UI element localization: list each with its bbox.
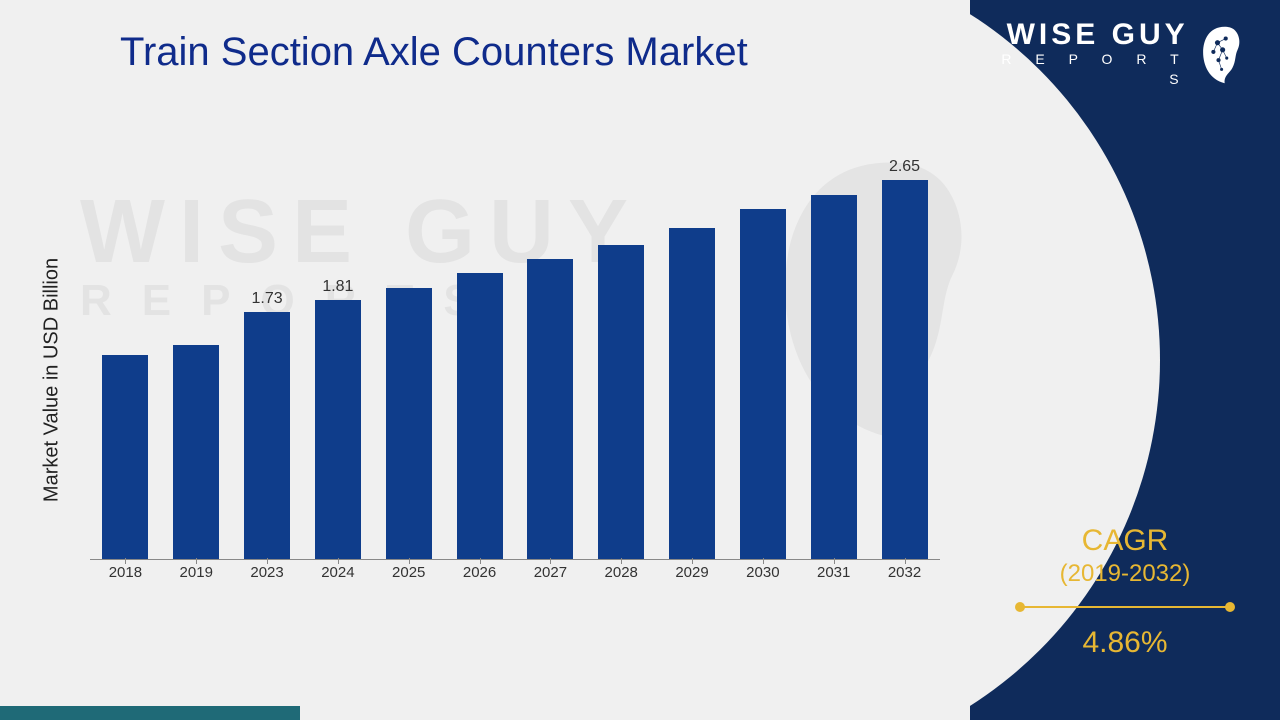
x-tick-label: 2027	[520, 564, 580, 581]
bar-column: 1.81	[308, 278, 368, 559]
cagr-range: (2019-2032)	[1010, 560, 1240, 588]
cagr-divider	[1020, 606, 1230, 608]
bar	[315, 300, 361, 559]
x-tick-label: 2018	[95, 564, 155, 581]
x-tick-label: 2026	[450, 564, 510, 581]
x-tick-label: 2023	[237, 564, 297, 581]
cagr-box: CAGR (2019-2032) 4.86%	[1010, 524, 1240, 660]
bar-column	[662, 206, 722, 559]
logo-sub-text: R E P O R T S	[1000, 50, 1189, 89]
chart-title: Train Section Axle Counters Market	[120, 30, 748, 75]
cagr-label: CAGR	[1010, 524, 1240, 558]
bar-column	[591, 223, 651, 559]
bar-column	[379, 266, 439, 559]
bar-value-label: 1.73	[251, 290, 282, 308]
bar	[598, 245, 644, 559]
x-tick-label: 2024	[308, 564, 368, 581]
brand-logo: WISE GUY R E P O R T S	[1000, 20, 1250, 90]
logo-main-text: WISE GUY	[1000, 20, 1189, 50]
bar	[882, 180, 928, 559]
bar-value-label: 2.65	[889, 158, 920, 176]
bar-column: 1.73	[237, 290, 297, 559]
bar-column	[520, 237, 580, 559]
bar	[811, 195, 857, 559]
bar	[102, 355, 148, 559]
logo-head-icon	[1199, 20, 1250, 90]
x-tick-label: 2028	[591, 564, 651, 581]
y-axis-label: Market Value in USD Billion	[41, 258, 64, 502]
bar	[386, 288, 432, 559]
x-tick-label: 2031	[804, 564, 864, 581]
x-tick-label: 2030	[733, 564, 793, 581]
bar	[244, 312, 290, 559]
bar	[457, 273, 503, 559]
footer-strip	[0, 706, 300, 720]
x-tick-label: 2032	[875, 564, 935, 581]
bar-column: 2.65	[875, 158, 935, 559]
bar-column	[733, 187, 793, 559]
bar-column	[804, 173, 864, 559]
bar-column	[450, 251, 510, 559]
x-tick-label: 2019	[166, 564, 226, 581]
bar-column	[166, 323, 226, 559]
plot-area: 1.73 1.81 2.65	[90, 160, 940, 560]
bar-chart: Market Value in USD Billion 1.73 1.81 2.65…	[40, 160, 940, 600]
bar	[527, 259, 573, 559]
cagr-value: 4.86%	[1010, 626, 1240, 660]
bar	[173, 345, 219, 559]
x-tick-label: 2029	[662, 564, 722, 581]
bar	[740, 209, 786, 559]
bar-column	[95, 333, 155, 559]
bar-value-label: 1.81	[322, 278, 353, 296]
bar	[669, 228, 715, 559]
x-tick-label: 2025	[379, 564, 439, 581]
